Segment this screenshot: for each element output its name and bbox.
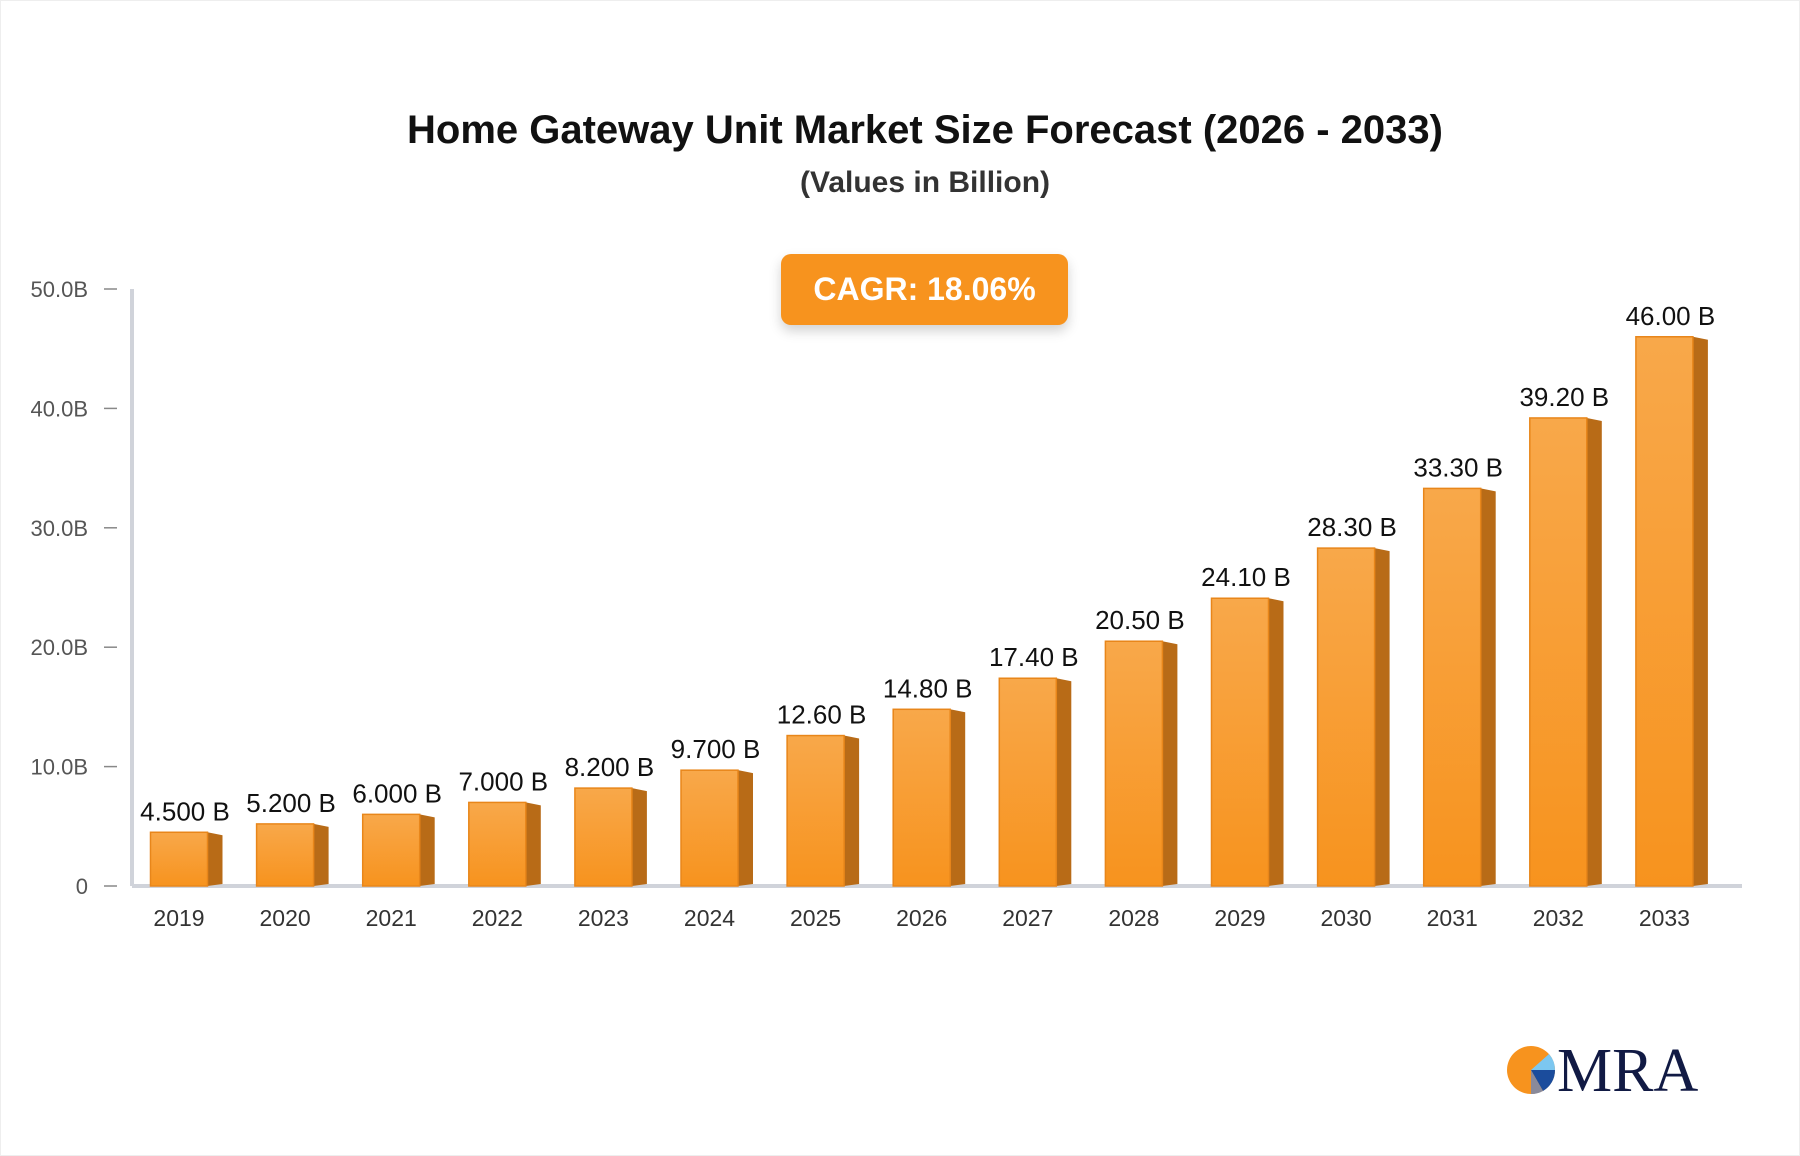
x-tick-label: 2028 [1108, 905, 1159, 931]
bar [255, 823, 315, 887]
x-tick-label: 2030 [1321, 905, 1372, 931]
cagr-badge: CAGR: 18.06% [781, 254, 1068, 325]
bar [574, 787, 633, 887]
bar [1422, 487, 1482, 887]
bar [1529, 417, 1588, 887]
bar-side [631, 788, 647, 886]
data-label: 17.40 B [989, 642, 1079, 672]
x-tick-label: 2025 [790, 905, 841, 931]
data-label: 20.50 B [1095, 605, 1185, 635]
y-tick-label: 10.0B [31, 755, 89, 780]
bar-side [1692, 336, 1708, 886]
y-tick-label: 0 [76, 874, 88, 899]
x-tick-label: 2020 [260, 905, 311, 931]
x-tick-label: 2033 [1639, 905, 1690, 931]
y-tick-label: 30.0B [31, 516, 89, 541]
chart-subtitle: (Values in Billion) [799, 166, 1051, 199]
data-label: 8.200 B [565, 752, 655, 782]
bar [361, 813, 421, 887]
data-label: 39.20 B [1519, 382, 1609, 412]
x-tick-label: 2019 [153, 905, 204, 931]
data-label: 4.500 B [140, 796, 230, 826]
x-tick-label: 2021 [366, 905, 417, 931]
bar-side [738, 770, 753, 886]
bar [1104, 640, 1164, 887]
y-tick-label: 20.0B [31, 635, 89, 660]
bar-side [1268, 598, 1284, 886]
bar-side [1162, 641, 1178, 886]
bar-side [844, 735, 860, 886]
bar-side [313, 823, 329, 886]
bar-side [525, 802, 541, 886]
x-tick-label: 2029 [1214, 905, 1265, 931]
bar [680, 769, 739, 887]
data-label: 12.60 B [777, 700, 867, 730]
bar-side [1374, 548, 1390, 886]
x-tick-label: 2024 [684, 905, 735, 931]
x-tick-label: 2022 [472, 905, 523, 931]
data-label: 9.700 B [671, 734, 761, 764]
y-tick-label: 50.0B [31, 277, 89, 302]
data-label: 46.00 B [1626, 301, 1716, 331]
bar [998, 677, 1058, 887]
data-label: 7.000 B [458, 766, 548, 796]
x-tick-label: 2027 [1002, 905, 1053, 931]
mra-logo: MRA [1507, 1037, 1698, 1105]
x-tick-label: 2026 [896, 905, 947, 931]
logo-text: MRA [1557, 1037, 1698, 1105]
data-label: 33.30 B [1413, 452, 1503, 482]
bar-side [207, 832, 223, 886]
bar [786, 734, 845, 887]
bar [892, 708, 951, 887]
bar-side [1056, 678, 1072, 886]
bar-side [419, 814, 435, 886]
y-tick-label: 40.0B [31, 396, 89, 421]
bar [1316, 547, 1376, 887]
data-label: 6.000 B [352, 778, 442, 808]
x-tick-label: 2032 [1533, 905, 1584, 931]
bar-side [1586, 417, 1602, 886]
bar-side [950, 709, 966, 886]
data-label: 24.10 B [1201, 562, 1291, 592]
bar [1635, 336, 1694, 887]
data-label: 28.30 B [1307, 512, 1397, 542]
bar [149, 831, 209, 887]
bar [468, 801, 527, 887]
bar-side [1480, 488, 1496, 886]
x-tick-label: 2031 [1427, 905, 1478, 931]
chart-title: Home Gateway Unit Market Size Forecast (… [407, 108, 1443, 152]
data-label: 14.80 B [883, 673, 973, 703]
bar [1210, 597, 1270, 887]
x-tick-label: 2023 [578, 905, 629, 931]
data-label: 5.200 B [246, 788, 336, 818]
